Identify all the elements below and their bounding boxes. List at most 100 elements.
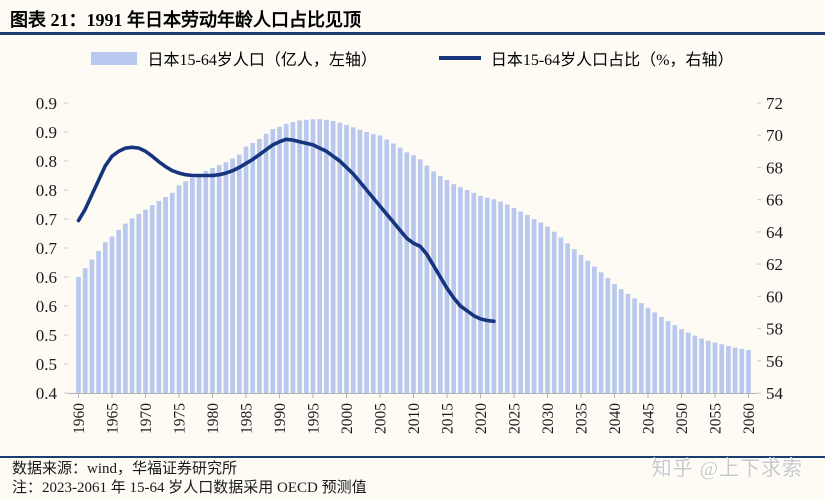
population-bar [236, 154, 242, 393]
right-tick-label: 56 [766, 352, 783, 371]
population-bar [169, 192, 175, 393]
watermark: 知乎 @上下求索 [651, 458, 803, 480]
x-tick-label: 2050 [674, 403, 691, 434]
x-tick-label: 1990 [272, 403, 289, 434]
population-bar [578, 254, 584, 393]
population-bar [625, 293, 631, 393]
population-bar [404, 152, 410, 393]
population-bar [605, 278, 611, 393]
population-bar [458, 187, 463, 393]
population-bar [163, 196, 168, 393]
population-bar [632, 298, 637, 393]
population-bar [464, 190, 470, 393]
population-bar [250, 143, 256, 393]
population-bar [290, 122, 296, 393]
population-bar [665, 321, 671, 393]
bar-series-swatch [91, 51, 138, 65]
chart-title: 图表 21：1991 年日本劳动年龄人口占比见顶 [10, 10, 361, 30]
right-tick-label: 62 [766, 255, 783, 274]
x-tick-label: 2040 [607, 403, 624, 434]
right-tick-label: 68 [766, 158, 783, 177]
right-tick-label: 72 [766, 94, 783, 113]
population-bar [317, 119, 323, 394]
population-bar [82, 268, 88, 393]
x-tick-label: 2030 [540, 403, 557, 434]
left-tick-label: 0.8 [36, 181, 57, 200]
population-bar [183, 181, 189, 393]
population-bar [491, 199, 497, 393]
x-tick-label: 1995 [306, 403, 323, 434]
x-tick-label: 2025 [507, 403, 524, 434]
population-bar [565, 243, 570, 393]
population-bar [478, 195, 483, 393]
legend-label-share: 日本15-64岁人口占比（%，右轴） [490, 52, 734, 69]
population-bar [76, 277, 81, 393]
population-bar [437, 176, 443, 393]
population-bar [538, 222, 544, 393]
population-bar [370, 134, 376, 393]
population-bar [498, 201, 503, 393]
x-tick-label: 2005 [373, 403, 390, 434]
population-bar [511, 207, 517, 393]
line-series-swatch [438, 56, 481, 60]
x-tick-label: 2035 [574, 403, 591, 434]
population-bar [598, 272, 604, 393]
population-bar [357, 129, 363, 393]
population-bar [705, 340, 711, 393]
left-tick-label: 0.7 [36, 239, 58, 258]
population-bar [659, 317, 664, 393]
population-bar [585, 260, 591, 393]
population-bar [558, 237, 564, 393]
chart-legend: 日本15-64岁人口（亿人，左轴） 日本15-64岁人口占比（%，右轴） [0, 46, 825, 70]
population-bar [243, 146, 249, 393]
x-tick-label: 1985 [239, 403, 256, 434]
population-bar [203, 170, 209, 393]
left-tick-label: 0.9 [36, 123, 57, 142]
left-tick-label: 0.5 [36, 326, 57, 345]
population-bar [451, 184, 457, 393]
left-tick-label: 0.6 [36, 297, 57, 316]
right-tick-label: 58 [766, 320, 783, 339]
population-bar [297, 120, 302, 394]
population-bar [136, 213, 142, 393]
population-bar [679, 329, 684, 393]
x-tick-label: 2010 [406, 403, 423, 434]
population-bar [156, 201, 162, 393]
population-bar [223, 162, 229, 393]
title-rule [0, 32, 825, 35]
population-bar [384, 139, 390, 393]
population-bar [391, 143, 396, 393]
population-bar [571, 249, 577, 393]
population-bar [692, 335, 698, 393]
share-line [76, 137, 496, 324]
population-bar [364, 132, 369, 393]
population-bar [337, 122, 343, 393]
population-bar [411, 155, 416, 393]
population-bar [176, 185, 182, 393]
population-bar [303, 119, 309, 393]
population-bar [324, 119, 329, 393]
population-bar [484, 197, 490, 393]
x-tick-label: 1980 [205, 403, 222, 434]
population-bar [102, 242, 108, 393]
population-bar [216, 165, 222, 393]
population-bar [190, 177, 195, 393]
data-source-note: 数据来源：wind，华福证券研究所 [12, 461, 238, 477]
x-tick-label: 2055 [708, 403, 725, 434]
population-bar [525, 214, 530, 393]
population-bar [699, 338, 704, 393]
population-bar [638, 303, 644, 393]
footer-rule [0, 456, 825, 458]
chart-footer: 数据来源：wind，华福证券研究所 注：2023-2061 年 15-64 岁人… [12, 460, 367, 498]
left-tick-label: 0.6 [36, 268, 57, 287]
population-bar [109, 236, 115, 393]
x-tick-label: 1975 [172, 403, 189, 434]
population-bar [685, 332, 691, 393]
population-bar [397, 147, 403, 393]
right-tick-label: 66 [766, 191, 783, 210]
population-bar [652, 312, 658, 393]
population-bar [424, 165, 430, 393]
population-bar [350, 127, 356, 394]
left-tick-label: 0.5 [36, 355, 57, 374]
